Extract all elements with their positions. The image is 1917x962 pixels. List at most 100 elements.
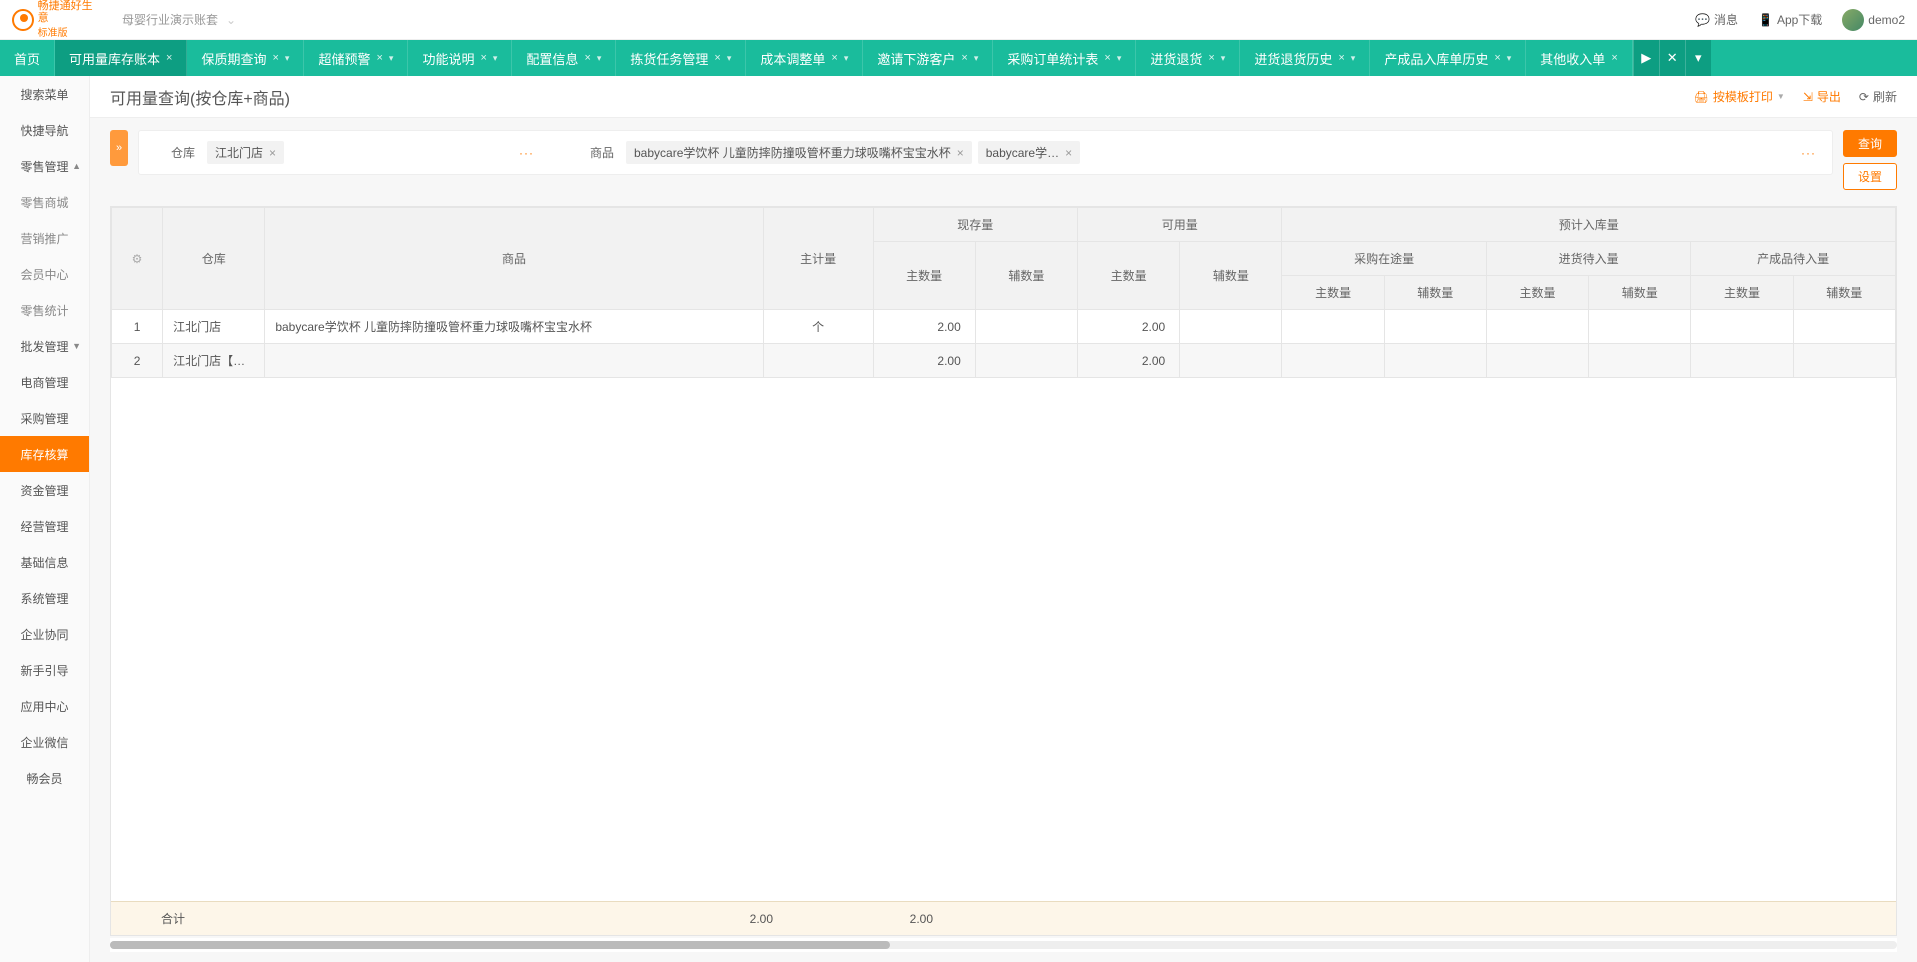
chevron-down-icon: ▾ — [1507, 53, 1512, 64]
product-filter: 商品 babycare学饮杯 儿童防摔防撞吸管杯重力球吸嘴杯宝宝水杯×babyc… — [574, 141, 1816, 164]
sidebar-item-零售统计[interactable]: 零售统计 — [0, 292, 89, 328]
main-area: 可用量查询(按仓库+商品) 🖨 按模板打印 ▼ ⇲ 导出 ⟳ 刷新 — [90, 76, 1917, 962]
close-icon[interactable]: × — [1494, 52, 1500, 64]
page-title: 可用量查询(按仓库+商品) — [110, 85, 290, 109]
phone-icon: 📱 — [1758, 13, 1773, 27]
tab-成本调整单[interactable]: 成本调整单×▾ — [746, 40, 863, 76]
close-icon[interactable]: × — [166, 52, 172, 64]
tab-进货退货[interactable]: 进货退货×▾ — [1136, 40, 1240, 76]
warehouse-more[interactable]: ··· — [519, 146, 534, 160]
logo-icon — [12, 9, 34, 31]
sidebar-item-畅会员[interactable]: 畅会员 — [0, 760, 89, 796]
tab-首页[interactable]: 首页 — [0, 40, 55, 76]
sidebar-item-批发管理[interactable]: 批发管理▼ — [0, 328, 89, 364]
sidebar-item-搜索菜单[interactable]: 搜索菜单 — [0, 76, 89, 112]
sidebar-item-经营管理[interactable]: 经营管理 — [0, 508, 89, 544]
avatar-icon — [1842, 9, 1864, 31]
export-action[interactable]: ⇲ 导出 — [1803, 88, 1841, 105]
tab-scroll-right[interactable]: ▶ — [1633, 40, 1659, 76]
warehouse-label: 仓库 — [155, 144, 195, 161]
filter-tag[interactable]: 江北门店× — [207, 141, 284, 164]
sidebar: 搜索菜单快捷导航零售管理▲零售商城营销推广会员中心零售统计批发管理▼电商管理采购… — [0, 76, 90, 962]
close-icon[interactable]: × — [584, 52, 590, 64]
app-download-link[interactable]: 📱 App下载 — [1758, 11, 1822, 28]
sidebar-item-快捷导航[interactable]: 快捷导航 — [0, 112, 89, 148]
tab-menu[interactable]: ▾ — [1685, 40, 1711, 76]
print-label: 按模板打印 — [1713, 88, 1773, 105]
close-icon[interactable]: × — [376, 52, 382, 64]
tab-其他收入单[interactable]: 其他收入单× — [1526, 40, 1632, 76]
sidebar-item-库存核算[interactable]: 库存核算 — [0, 436, 89, 472]
tab-产成品入库单历史[interactable]: 产成品入库单历史×▾ — [1370, 40, 1526, 76]
remove-tag-icon[interactable]: × — [957, 146, 964, 160]
messages-label: 消息 — [1714, 11, 1738, 28]
tab-采购订单统计表[interactable]: 采购订单统计表×▾ — [993, 40, 1136, 76]
close-icon[interactable]: × — [714, 52, 720, 64]
message-icon: 💬 — [1695, 13, 1710, 27]
user-name: demo2 — [1868, 13, 1905, 27]
sidebar-item-应用中心[interactable]: 应用中心 — [0, 688, 89, 724]
tab-拣货任务管理[interactable]: 拣货任务管理×▾ — [616, 40, 746, 76]
horizontal-scrollbar[interactable] — [110, 938, 1897, 952]
product-tags[interactable]: babycare学饮杯 儿童防摔防撞吸管杯重力球吸嘴杯宝宝水杯× babycare… — [626, 141, 1789, 164]
caret-icon: ▲ — [72, 161, 81, 171]
export-icon: ⇲ — [1803, 90, 1813, 104]
chevron-down-icon: ▼ — [1777, 92, 1785, 101]
sidebar-item-采购管理[interactable]: 采购管理 — [0, 400, 89, 436]
org-name: 母婴行业演示账套 — [122, 11, 218, 28]
close-icon[interactable]: × — [1208, 52, 1214, 64]
filter-tag[interactable]: babycare学…× — [978, 141, 1080, 164]
sidebar-item-会员中心[interactable]: 会员中心 — [0, 256, 89, 292]
collapse-filter-button[interactable]: » — [110, 130, 128, 166]
chevron-down-icon: ▾ — [597, 53, 602, 64]
warehouse-filter: 仓库 江北门店× ··· — [155, 141, 534, 164]
gear-icon[interactable]: ⚙ — [132, 252, 143, 266]
close-icon[interactable]: × — [1104, 52, 1110, 64]
sidebar-item-零售商城[interactable]: 零售商城 — [0, 184, 89, 220]
settings-button[interactable]: 设置 — [1843, 163, 1897, 190]
filter-tag[interactable]: babycare学饮杯 儿童防摔防撞吸管杯重力球吸嘴杯宝宝水杯× — [626, 141, 972, 164]
remove-tag-icon[interactable]: × — [269, 146, 276, 160]
data-table: ⚙仓库商品主计量现存量可用量预计入库量主数量辅数量主数量辅数量采购在途量进货待入… — [110, 206, 1897, 936]
query-button[interactable]: 查询 — [1843, 130, 1897, 157]
sidebar-item-基础信息[interactable]: 基础信息 — [0, 544, 89, 580]
messages-link[interactable]: 💬 消息 — [1695, 11, 1738, 28]
filter-bar: » 仓库 江北门店× ··· 商品 babycare学饮杯 儿童防摔防撞吸管杯重… — [90, 118, 1917, 190]
tab-功能说明[interactable]: 功能说明×▾ — [408, 40, 512, 76]
sidebar-item-企业协同[interactable]: 企业协同 — [0, 616, 89, 652]
sidebar-item-企业微信[interactable]: 企业微信 — [0, 724, 89, 760]
tab-配置信息[interactable]: 配置信息×▾ — [512, 40, 616, 76]
warehouse-tags[interactable]: 江北门店× — [207, 141, 507, 164]
tab-超储预警[interactable]: 超储预警×▾ — [304, 40, 408, 76]
close-icon[interactable]: × — [961, 52, 967, 64]
sidebar-item-电商管理[interactable]: 电商管理 — [0, 364, 89, 400]
org-selector[interactable]: 母婴行业演示账套 ⌄ — [122, 11, 236, 28]
close-icon[interactable]: × — [831, 52, 837, 64]
sidebar-item-零售管理[interactable]: 零售管理▲ — [0, 148, 89, 184]
caret-icon: ▼ — [72, 341, 81, 351]
sidebar-item-资金管理[interactable]: 资金管理 — [0, 472, 89, 508]
export-label: 导出 — [1817, 88, 1841, 105]
sidebar-item-新手引导[interactable]: 新手引导 — [0, 652, 89, 688]
chevron-down-icon: ▾ — [974, 53, 979, 64]
user-menu[interactable]: demo2 — [1842, 9, 1905, 31]
sidebar-item-营销推广[interactable]: 营销推广 — [0, 220, 89, 256]
table-row[interactable]: 2江北门店【…2.002.00 — [112, 344, 1896, 378]
print-action[interactable]: 🖨 按模板打印 ▼ — [1694, 88, 1785, 105]
tab-保质期查询[interactable]: 保质期查询×▾ — [187, 40, 304, 76]
remove-tag-icon[interactable]: × — [1065, 146, 1072, 160]
tab-进货退货历史[interactable]: 进货退货历史×▾ — [1240, 40, 1370, 76]
brand-line1: 畅捷通好生意 — [38, 0, 102, 24]
tab-邀请下游客户[interactable]: 邀请下游客户×▾ — [863, 40, 993, 76]
refresh-action[interactable]: ⟳ 刷新 — [1859, 88, 1897, 105]
close-icon[interactable]: × — [480, 52, 486, 64]
close-icon[interactable]: × — [1611, 52, 1617, 64]
product-more[interactable]: ··· — [1801, 146, 1816, 160]
close-icon[interactable]: × — [272, 52, 278, 64]
chevron-down-icon: ▾ — [844, 53, 849, 64]
tab-close-all[interactable]: ✕ — [1659, 40, 1685, 76]
close-icon[interactable]: × — [1338, 52, 1344, 64]
table-row[interactable]: 1江北门店babycare学饮杯 儿童防摔防撞吸管杯重力球吸嘴杯宝宝水杯个2.0… — [112, 310, 1896, 344]
tab-可用量库存账本[interactable]: 可用量库存账本× — [55, 40, 187, 76]
sidebar-item-系统管理[interactable]: 系统管理 — [0, 580, 89, 616]
